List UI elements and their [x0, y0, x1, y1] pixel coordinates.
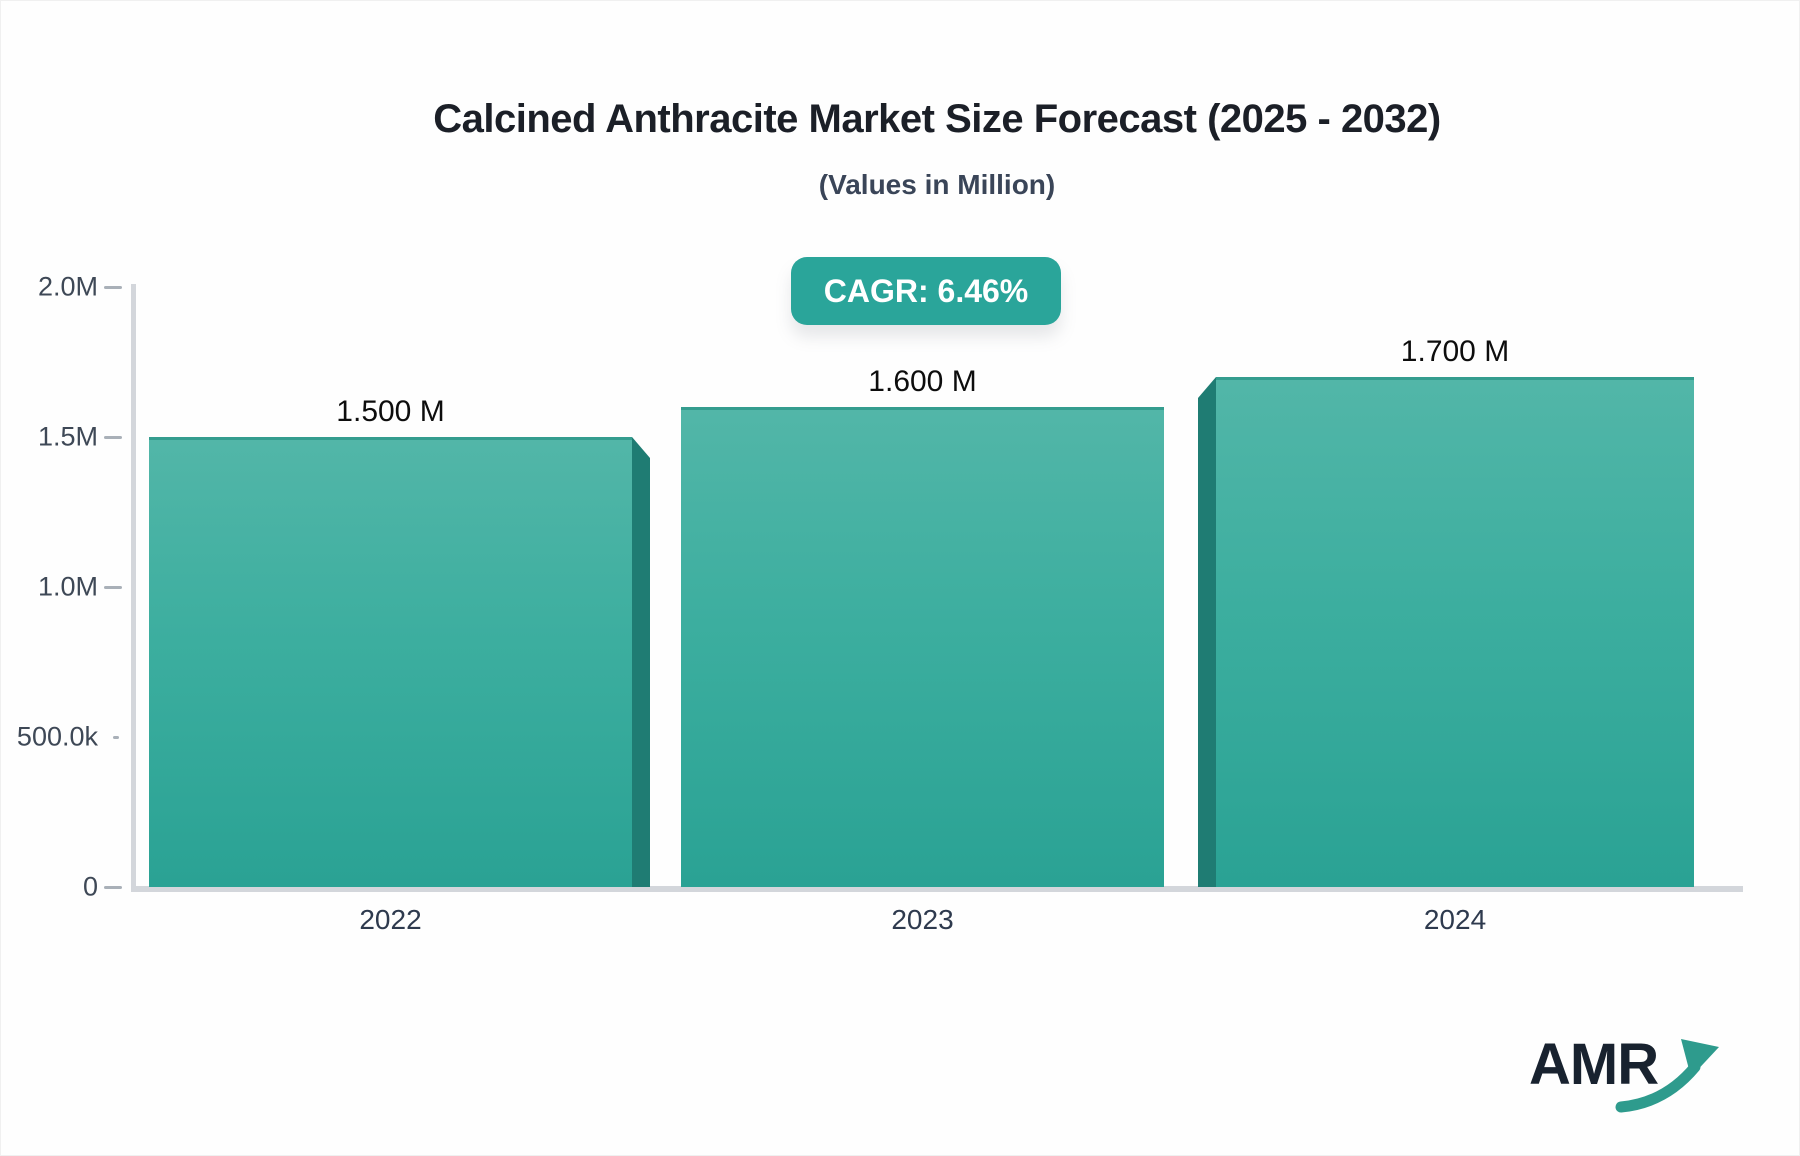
bar-2022-side-face [632, 437, 650, 887]
x-axis-line [131, 886, 1743, 892]
bar-2022 [149, 437, 632, 887]
y-axis-tick [104, 585, 122, 589]
y-axis-tick [104, 885, 122, 889]
cagr-badge: CAGR: 6.46% [791, 257, 1061, 325]
y-axis-tick-label: 1.5M [37, 421, 98, 452]
bar-2023 [681, 407, 1164, 887]
y-axis-tick-label: 500.0k [16, 721, 98, 752]
x-axis-label: 2024 [1423, 904, 1487, 935]
y-axis-tick-label: 1.0M [37, 571, 98, 602]
y-axis-tick-label: 2.0M [37, 271, 98, 302]
y-axis-tick [113, 735, 119, 739]
amr-logo-text: AMR [1529, 1032, 1659, 1097]
bar-2024-side-face [1198, 377, 1216, 887]
growth-arrow-icon [1615, 1039, 1719, 1113]
bar-value-label: 1.600 M [868, 365, 977, 398]
x-axis-label: 2023 [891, 904, 954, 935]
bar-value-label: 1.500 M [336, 395, 445, 428]
chart-title: Calcined Anthracite Market Size Forecast… [433, 97, 1441, 141]
y-axis-tick [104, 435, 122, 439]
bar-2024 [1216, 377, 1694, 887]
amr-logo: AMR [1529, 1031, 1719, 1121]
chart-subtitle: (Values in Million) [818, 169, 1056, 200]
y-axis-tick [104, 285, 122, 289]
bar-value-label: 1.700 M [1400, 335, 1510, 368]
x-axis-label: 2022 [359, 904, 422, 935]
y-axis-line [131, 284, 136, 892]
y-axis-tick-label: 0 [82, 871, 98, 902]
